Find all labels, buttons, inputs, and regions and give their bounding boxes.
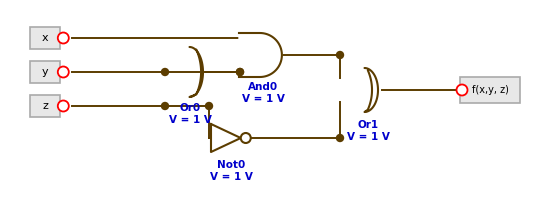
Text: z: z	[42, 101, 48, 111]
Circle shape	[58, 66, 69, 78]
Circle shape	[206, 102, 213, 109]
Polygon shape	[365, 68, 378, 112]
Circle shape	[456, 85, 467, 95]
Bar	[30, 95, 60, 117]
Text: y: y	[42, 67, 48, 77]
Text: Not0
V = 1 V: Not0 V = 1 V	[209, 160, 252, 182]
Polygon shape	[211, 124, 241, 152]
Text: Or0
V = 1 V: Or0 V = 1 V	[169, 103, 212, 125]
Circle shape	[58, 32, 69, 44]
Circle shape	[161, 68, 169, 75]
Circle shape	[337, 135, 343, 141]
Bar	[30, 61, 60, 83]
Circle shape	[241, 133, 251, 143]
Polygon shape	[239, 33, 282, 77]
Polygon shape	[190, 47, 203, 97]
Circle shape	[236, 68, 244, 75]
Circle shape	[337, 51, 343, 58]
Text: f(x,y, z): f(x,y, z)	[472, 85, 509, 95]
Text: x: x	[42, 33, 48, 43]
Bar	[460, 77, 520, 103]
Bar	[30, 27, 60, 49]
Text: And0
V = 1 V: And0 V = 1 V	[241, 82, 284, 104]
Circle shape	[58, 100, 69, 111]
Text: Or1
V = 1 V: Or1 V = 1 V	[347, 120, 390, 142]
Circle shape	[161, 102, 169, 109]
Circle shape	[236, 68, 244, 75]
